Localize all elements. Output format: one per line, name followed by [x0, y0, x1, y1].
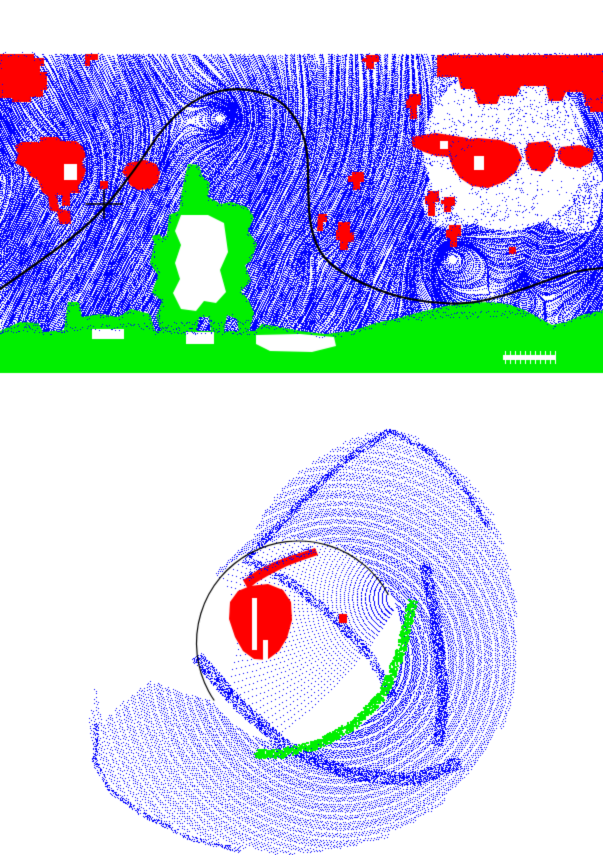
sphere-shell-panel [0, 400, 603, 855]
sphere-shell-canvas [0, 400, 603, 855]
map-projection-canvas [0, 0, 603, 400]
map-projection-panel [0, 0, 603, 400]
